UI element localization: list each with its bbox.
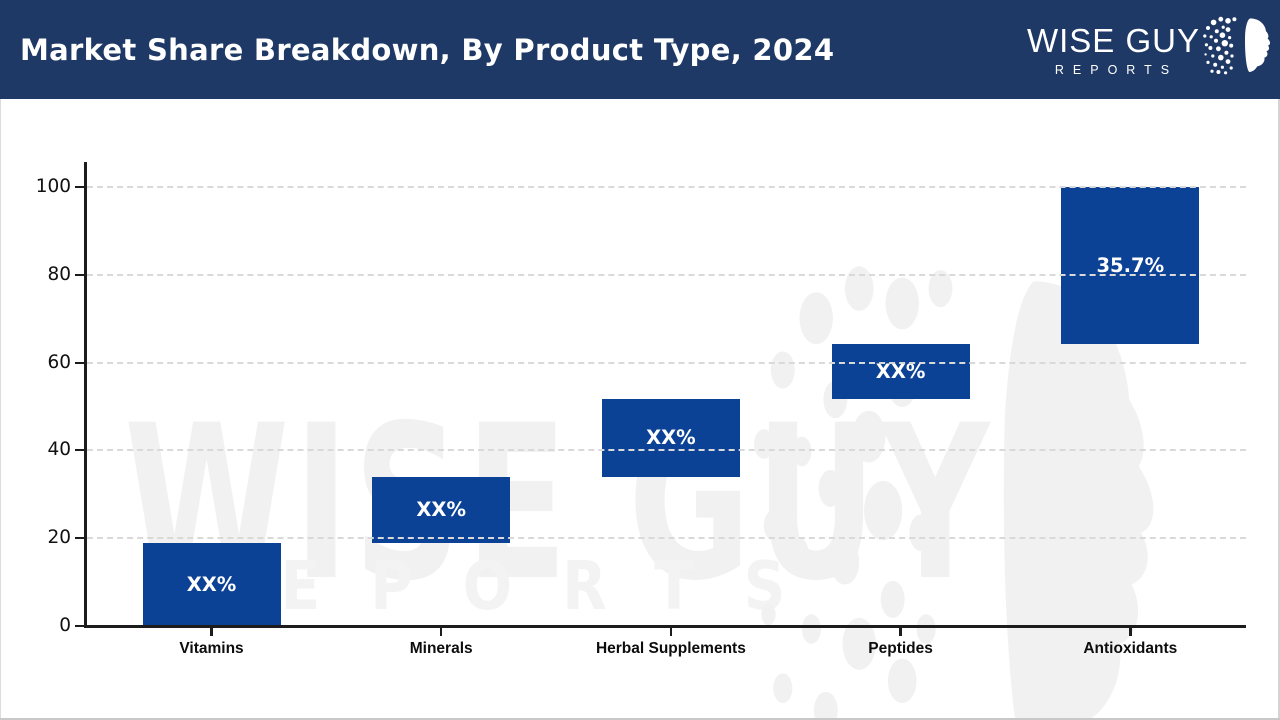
bar-vitamins: XX% [142, 542, 281, 626]
bar-value-label: XX% [186, 572, 237, 596]
x-category-label: Peptides [868, 640, 933, 657]
x-category-label: Antioxidants [1083, 640, 1178, 657]
x-category-label: Herbal Supplements [595, 640, 746, 657]
frame-edge-right [1278, 99, 1280, 720]
y-tick-20 [75, 537, 84, 540]
frame-edge-left [0, 99, 1, 720]
gridline-20 [87, 537, 1246, 540]
bar-herbal-supplements: XX% [601, 398, 740, 477]
gridline-40 [87, 449, 1246, 452]
x-axis-spine [84, 625, 1246, 628]
y-tick-100 [75, 186, 84, 188]
x-tick-0 [210, 628, 213, 636]
y-tick-label-100: 100 [35, 176, 71, 197]
gridline-60 [87, 361, 1246, 364]
y-tick-label-40: 40 [47, 439, 71, 461]
y-axis-spine [84, 162, 87, 628]
y-tick-80 [75, 273, 84, 276]
logo-subtitle: REPORTS [1054, 63, 1179, 77]
y-tick-40 [75, 449, 84, 452]
bar-value-label: XX% [416, 498, 466, 522]
logo: WISE GUY REPORTS [1017, 0, 1272, 99]
frame-edge-bottom [0, 718, 1280, 720]
y-tick-label-80: 80 [47, 263, 71, 285]
gridline-100 [87, 186, 1246, 188]
x-tick-1 [439, 628, 443, 636]
logo-face-icon [1203, 16, 1271, 75]
logo-wordmark: WISE GUY [1026, 22, 1200, 59]
x-category-label: Minerals [409, 640, 473, 657]
y-tick-label-60: 60 [47, 351, 71, 373]
header-bar: Market Share Breakdown, By Product Type,… [0, 0, 1280, 99]
x-tick-4 [1129, 628, 1132, 636]
watermark-subtext: REPORTS [186, 547, 836, 626]
bar-value-label: XX% [875, 359, 926, 383]
x-tick-2 [669, 628, 673, 636]
bar-minerals: XX% [372, 476, 511, 543]
bar-value-label: 35.7% [1096, 253, 1165, 277]
bar-peptides: XX% [831, 343, 970, 399]
x-tick-3 [899, 628, 902, 636]
bar-value-label: XX% [646, 426, 696, 450]
y-tick-60 [75, 361, 84, 364]
y-tick-0 [75, 625, 84, 627]
logo-text: WISE GUY REPORTS [1027, 22, 1200, 77]
chart-title: Market Share Breakdown, By Product Type,… [20, 32, 835, 67]
bar-antioxidants: 35.7% [1061, 187, 1200, 344]
gridline-80 [87, 273, 1246, 276]
plot-area: WISE GUY REPORTS 0 20 40 60 80 100 XX% Vitamins… [0, 99, 1280, 720]
y-tick-label-20: 20 [47, 527, 71, 549]
y-tick-label-0: 0 [59, 615, 71, 636]
x-category-label: Vitamins [179, 640, 244, 657]
